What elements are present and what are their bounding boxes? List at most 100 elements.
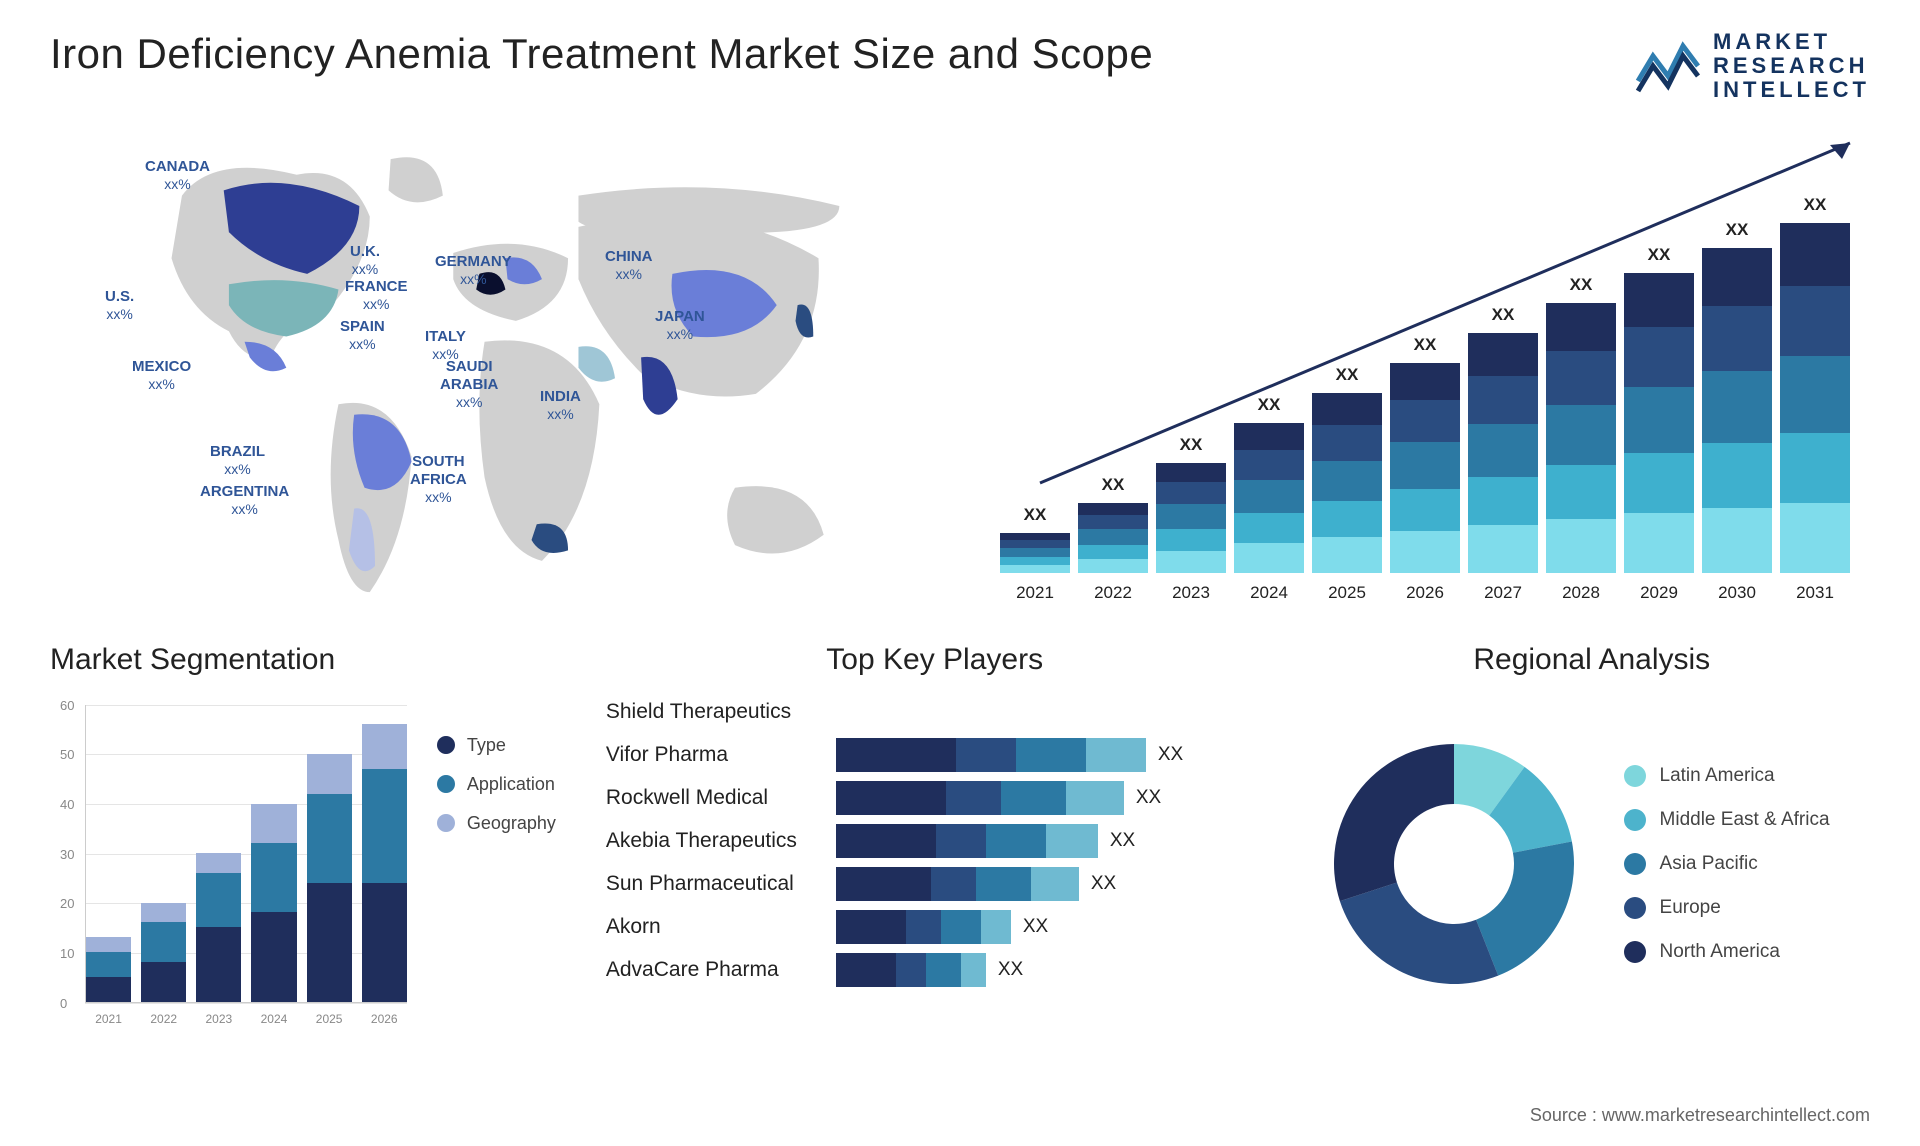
header: Iron Deficiency Anemia Treatment Market … [50,30,1870,103]
bottom-row: Market Segmentation 20212022202320242025… [50,643,1870,1033]
seg-ytick: 30 [60,847,74,862]
player-name: Akorn [606,915,836,939]
growth-bar-segment [1624,327,1694,387]
growth-bar-value: XX [1336,365,1359,385]
player-bar-segment [931,867,976,901]
seg-ytick: 10 [60,946,74,961]
player-name: Sun Pharmaceutical [606,872,836,896]
player-bar-segment [976,867,1031,901]
map-region [245,341,287,371]
legend-label: Latin America [1660,765,1775,787]
segmentation-bar: 2025 [307,754,352,1002]
page-title: Iron Deficiency Anemia Treatment Market … [50,30,1153,78]
growth-bar-segment [1390,363,1460,401]
map-label: JAPANxx% [655,308,705,344]
growth-bar-segment [1000,565,1070,573]
player-bar-segment [906,910,941,944]
growth-bar-segment [1468,424,1538,477]
growth-bar-segment [1780,433,1850,503]
growth-bar-segment [1702,443,1772,508]
legend-label: Type [467,735,506,756]
segmentation-segment [251,912,296,1001]
segmentation-body: 202120222023202420252026 0102030405060 T… [50,695,556,1033]
map-label: SPAINxx% [340,318,385,354]
growth-bar-year: 2029 [1640,583,1678,603]
player-row: Vifor Pharma XX [606,738,1264,772]
growth-bar: XX2025 [1312,393,1382,573]
segmentation-year: 2021 [95,1012,122,1026]
player-name: AdvaCare Pharma [606,958,836,982]
player-bar-wrap [836,695,1264,729]
legend-label: Application [467,774,555,795]
top-row: CANADAxx%U.S.xx%MEXICOxx%BRAZILxx%ARGENT… [50,133,1870,613]
growth-chart: XX2021XX2022XX2023XX2024XX2025XX2026XX20… [980,133,1870,613]
player-row: AkornXX [606,910,1264,944]
growth-bar: XX2030 [1702,248,1772,573]
map-label: CANADAxx% [145,158,210,194]
segmentation-year: 2022 [150,1012,177,1026]
player-bar-wrap: XX [836,867,1264,901]
player-bar-segment [836,781,946,815]
player-bar-segment [1086,738,1146,772]
growth-bar-segment [1546,465,1616,519]
growth-bar: XX2021 [1000,533,1070,573]
segmentation-legend: TypeApplicationGeography [437,695,556,1033]
growth-bar-year: 2030 [1718,583,1756,603]
player-bar-segment [896,953,926,987]
segmentation-segment [251,843,296,912]
growth-bar-segment [1234,480,1304,513]
segmentation-year: 2025 [316,1012,343,1026]
map-region [578,187,839,233]
donut-svg [1314,724,1594,1004]
regional-legend-item: Europe [1624,897,1830,919]
seg-ytick: 40 [60,797,74,812]
segmentation-segment [307,794,352,883]
world-map: CANADAxx%U.S.xx%MEXICOxx%BRAZILxx%ARGENT… [50,133,940,613]
legend-swatch [437,814,455,832]
growth-bar-year: 2022 [1094,583,1132,603]
seg-ytick: 60 [60,698,74,713]
player-name: Akebia Therapeutics [606,829,836,853]
source-attribution: Source : www.marketresearchintellect.com [1530,1105,1870,1126]
player-bar-segment [946,781,1001,815]
player-bar-segment [1031,867,1079,901]
logo-line1: MARKET [1713,30,1870,54]
map-label: MEXICOxx% [132,358,191,394]
player-name: Vifor Pharma [606,743,836,767]
growth-bar-segment [1702,508,1772,573]
player-bar-segment [936,824,986,858]
growth-bar: XX2022 [1078,503,1148,573]
segmentation-segment [196,853,241,873]
growth-bar-segment [1234,450,1304,480]
growth-bar-segment [1624,513,1694,573]
growth-bar-year: 2026 [1406,583,1444,603]
player-row: Rockwell MedicalXX [606,781,1264,815]
map-label: SOUTHAFRICAxx% [410,453,467,507]
player-value: XX [1158,744,1183,766]
player-bar-wrap: XX [836,953,1264,987]
growth-bar-year: 2021 [1016,583,1054,603]
player-bar-segment [1046,824,1098,858]
player-bar-segment [956,738,1016,772]
growth-bar-segment [1234,513,1304,543]
player-value: XX [1091,873,1116,895]
growth-bar-segment [1468,376,1538,424]
player-bar [836,738,1146,772]
player-bar [836,867,1079,901]
growth-bar-segment [1546,303,1616,352]
seg-ytick: 20 [60,896,74,911]
growth-bar-segment [1312,501,1382,537]
segmentation-bar: 2021 [86,937,131,1001]
player-bar [836,824,1098,858]
player-value: XX [1110,830,1135,852]
growth-bar-segment [1702,371,1772,443]
segmentation-section: Market Segmentation 20212022202320242025… [50,643,556,1033]
segmentation-chart: 202120222023202420252026 0102030405060 [50,695,417,1033]
growth-bar-year: 2024 [1250,583,1288,603]
growth-bar-segment [1702,306,1772,371]
segmentation-year: 2023 [205,1012,232,1026]
legend-swatch [1624,853,1646,875]
player-bar-segment [836,738,956,772]
growth-bar-segment [1780,356,1850,433]
growth-bar: XX2024 [1234,423,1304,573]
